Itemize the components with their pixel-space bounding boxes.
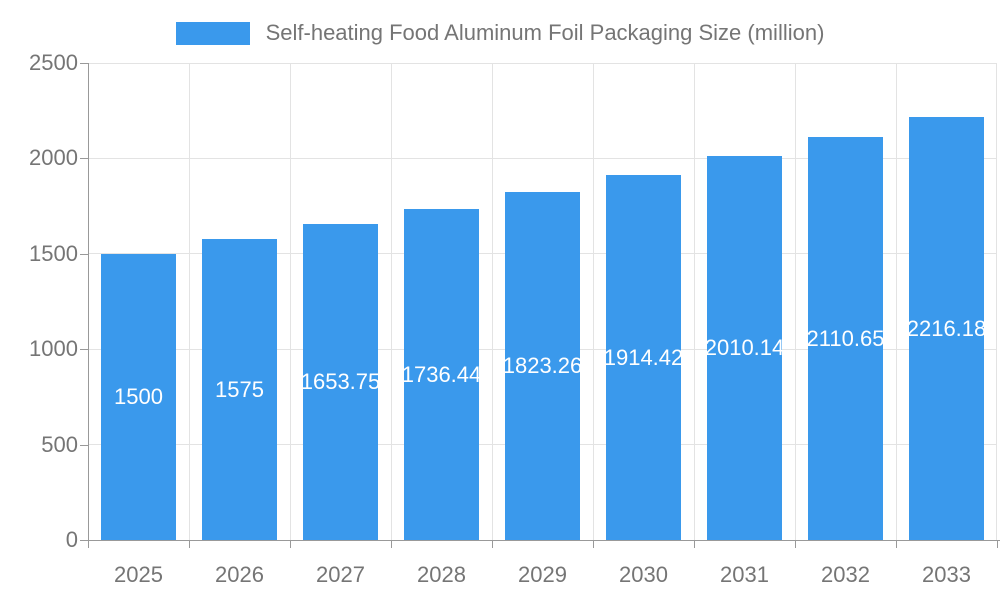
y-axis-tick <box>80 540 88 541</box>
y-gridline <box>88 157 997 159</box>
bar-value-label: 2216.18 <box>906 315 987 341</box>
x-axis-tick <box>593 540 594 548</box>
legend[interactable]: Self-heating Food Aluminum Foil Packagin… <box>0 20 1000 46</box>
bar-2032[interactable]: 2110.65 <box>806 137 885 540</box>
bar-value-label: 1500 <box>114 384 163 409</box>
y-axis-tick <box>80 253 88 255</box>
bar-2027[interactable]: 1653.75 <box>300 224 381 540</box>
bar-2030[interactable]: 1914.42 <box>603 175 684 540</box>
x-gridline <box>694 63 695 540</box>
x-gridline <box>593 63 594 540</box>
x-axis-label-2029: 2029 <box>518 562 567 587</box>
x-gridline <box>996 63 997 540</box>
bar-value-label: 1823.26 <box>502 353 583 378</box>
y-axis-label: 2500 <box>29 50 78 75</box>
x-axis-tick <box>694 540 695 548</box>
y-axis-label: 1500 <box>29 240 78 266</box>
bar-value-label: 1736.44 <box>401 361 482 387</box>
y-axis-label: 2000 <box>29 145 78 171</box>
x-axis-tick <box>290 540 291 548</box>
x-axis-label-2030: 2030 <box>619 562 668 587</box>
bar-value-label: 1575 <box>215 376 264 402</box>
y-axis-tick <box>80 444 88 446</box>
bar-value-label: 1914.42 <box>603 344 684 370</box>
plot-area: 1500 1575 1653.75 1736.44 1823.26 1914.42 2010… <box>88 62 997 540</box>
x-axis-label-2033: 2033 <box>922 562 971 587</box>
x-gridline <box>795 63 796 540</box>
x-axis-tick <box>189 540 190 548</box>
legend-marker-icon <box>175 21 250 45</box>
bar-2025[interactable]: 1500 <box>101 254 176 540</box>
y-axis-tick <box>80 63 88 64</box>
bar-2033[interactable]: 2216.18 <box>906 117 987 540</box>
y-axis-label: 500 <box>41 431 78 457</box>
y-axis-label: 0 <box>65 527 78 552</box>
x-gridline <box>896 63 897 540</box>
legend-label: Self-heating Food Aluminum Foil Packagin… <box>265 20 825 45</box>
y-axis-label: 1000 <box>29 336 78 362</box>
x-axis-label-2032: 2032 <box>821 562 870 587</box>
x-axis-label-2027: 2027 <box>316 562 365 587</box>
bar-2028[interactable]: 1736.44 <box>401 209 482 540</box>
x-axis-tick <box>997 540 998 548</box>
x-axis-tick <box>795 540 796 548</box>
y-axis-tick <box>80 349 88 351</box>
y-gridline <box>88 62 997 64</box>
bar-2031[interactable]: 2010.14 <box>704 156 785 540</box>
x-axis-label-2031: 2031 <box>720 562 769 587</box>
bar-value-label: 1653.75 <box>300 369 381 394</box>
x-gridline <box>189 63 190 540</box>
x-axis-line <box>88 540 1000 541</box>
x-axis-label-2025: 2025 <box>114 562 163 587</box>
x-axis-label-2026: 2026 <box>215 562 264 587</box>
bar-2029[interactable]: 1823.26 <box>502 192 583 540</box>
y-axis-tick <box>80 158 88 160</box>
x-axis-tick <box>391 540 392 548</box>
x-axis-tick <box>88 540 89 548</box>
x-axis-label-2028: 2028 <box>417 562 466 587</box>
bar-value-label: 2010.14 <box>704 335 785 360</box>
x-gridline <box>391 63 392 540</box>
bar-2026[interactable]: 1575 <box>202 239 277 540</box>
bar-value-label: 2110.65 <box>806 325 885 351</box>
x-axis-tick <box>492 540 493 548</box>
x-gridline <box>492 63 493 540</box>
x-axis-tick <box>896 540 897 548</box>
y-axis-line <box>88 63 89 540</box>
x-gridline <box>290 63 291 540</box>
